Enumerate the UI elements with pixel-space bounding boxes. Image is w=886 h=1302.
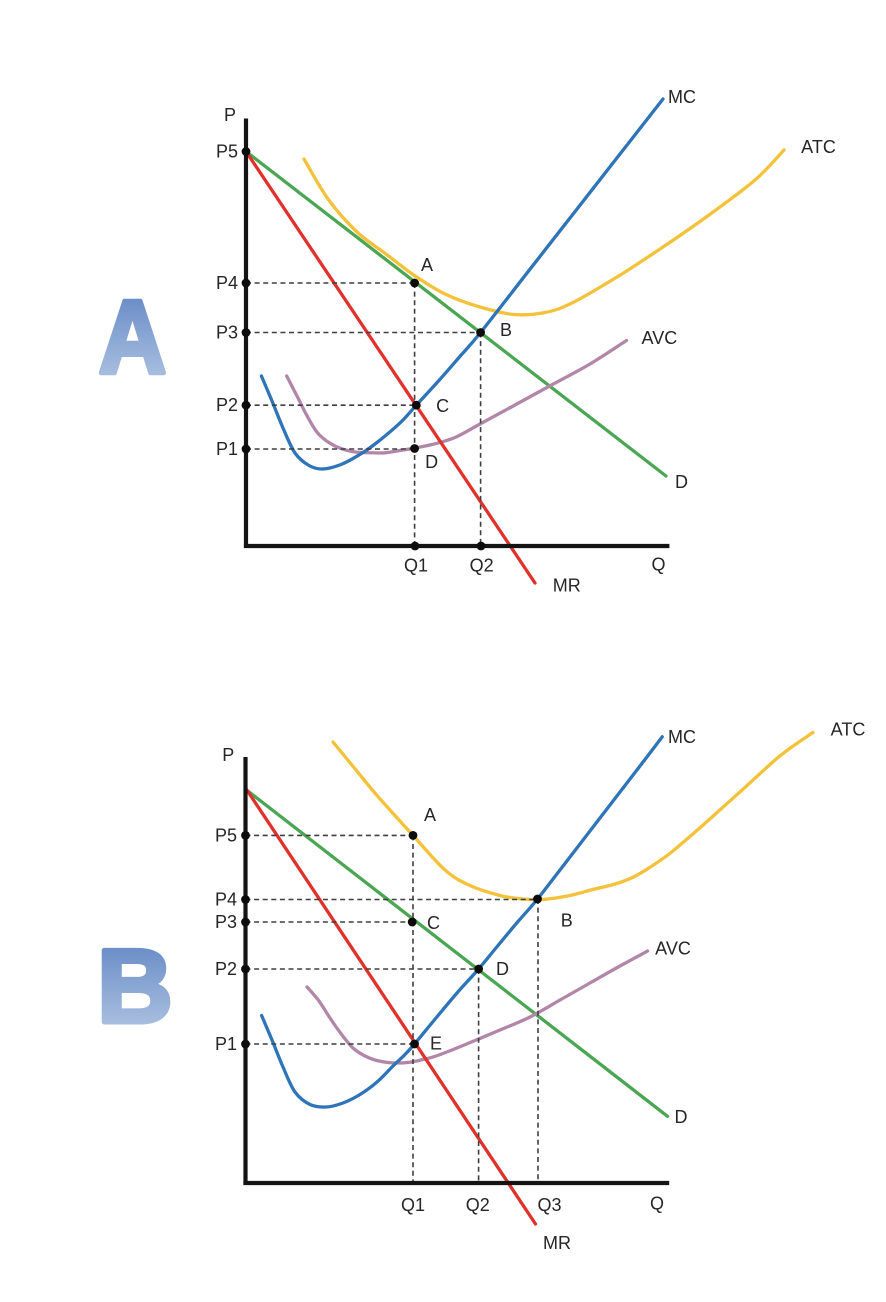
svg-text:A: A bbox=[421, 255, 433, 275]
svg-text:D: D bbox=[675, 472, 688, 492]
svg-text:P4: P4 bbox=[216, 273, 238, 293]
svg-text:P5: P5 bbox=[215, 825, 237, 845]
svg-text:MR: MR bbox=[553, 576, 581, 596]
svg-text:Q2: Q2 bbox=[466, 1195, 490, 1215]
svg-text:P3: P3 bbox=[215, 912, 237, 932]
svg-text:P4: P4 bbox=[215, 890, 237, 910]
svg-text:Q: Q bbox=[651, 555, 665, 575]
svg-text:AVC: AVC bbox=[655, 939, 691, 959]
svg-text:P2: P2 bbox=[215, 959, 237, 979]
svg-text:P: P bbox=[224, 105, 236, 125]
svg-text:AVC: AVC bbox=[642, 328, 678, 348]
svg-text:P5: P5 bbox=[216, 142, 238, 162]
svg-text:D: D bbox=[425, 452, 438, 472]
svg-text:MC: MC bbox=[668, 87, 696, 107]
svg-text:D: D bbox=[496, 959, 509, 979]
svg-text:E: E bbox=[430, 1034, 442, 1054]
svg-text:B: B bbox=[97, 929, 172, 1045]
svg-text:D: D bbox=[675, 1107, 688, 1127]
svg-text:Q: Q bbox=[650, 1194, 664, 1214]
svg-text:P3: P3 bbox=[216, 323, 238, 343]
svg-text:P1: P1 bbox=[215, 1034, 237, 1054]
svg-text:A: A bbox=[424, 805, 436, 825]
svg-text:C: C bbox=[427, 913, 440, 933]
svg-text:C: C bbox=[436, 396, 449, 416]
svg-text:ATC: ATC bbox=[801, 137, 836, 157]
svg-text:A: A bbox=[99, 280, 167, 396]
svg-text:B: B bbox=[561, 911, 573, 931]
svg-text:P1: P1 bbox=[216, 439, 238, 459]
svg-text:Q3: Q3 bbox=[537, 1195, 561, 1215]
svg-text:MR: MR bbox=[543, 1233, 571, 1253]
svg-text:MC: MC bbox=[668, 727, 696, 747]
svg-text:Q1: Q1 bbox=[404, 556, 428, 576]
svg-text:P2: P2 bbox=[216, 395, 238, 415]
svg-text:P: P bbox=[222, 745, 234, 765]
svg-text:B: B bbox=[500, 320, 512, 340]
svg-text:Q1: Q1 bbox=[401, 1195, 425, 1215]
svg-text:ATC: ATC bbox=[831, 720, 866, 740]
svg-text:Q2: Q2 bbox=[470, 556, 494, 576]
